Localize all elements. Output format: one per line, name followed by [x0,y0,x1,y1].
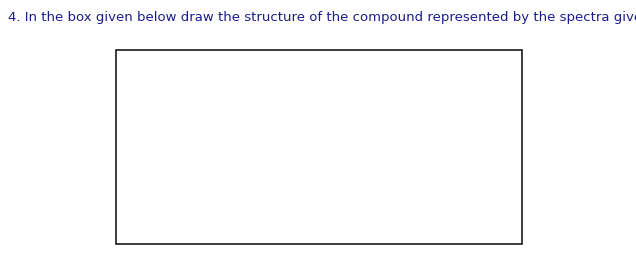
Text: 4. In the box given below draw the structure of the compound represented by the : 4. In the box given below draw the struc… [8,11,636,24]
